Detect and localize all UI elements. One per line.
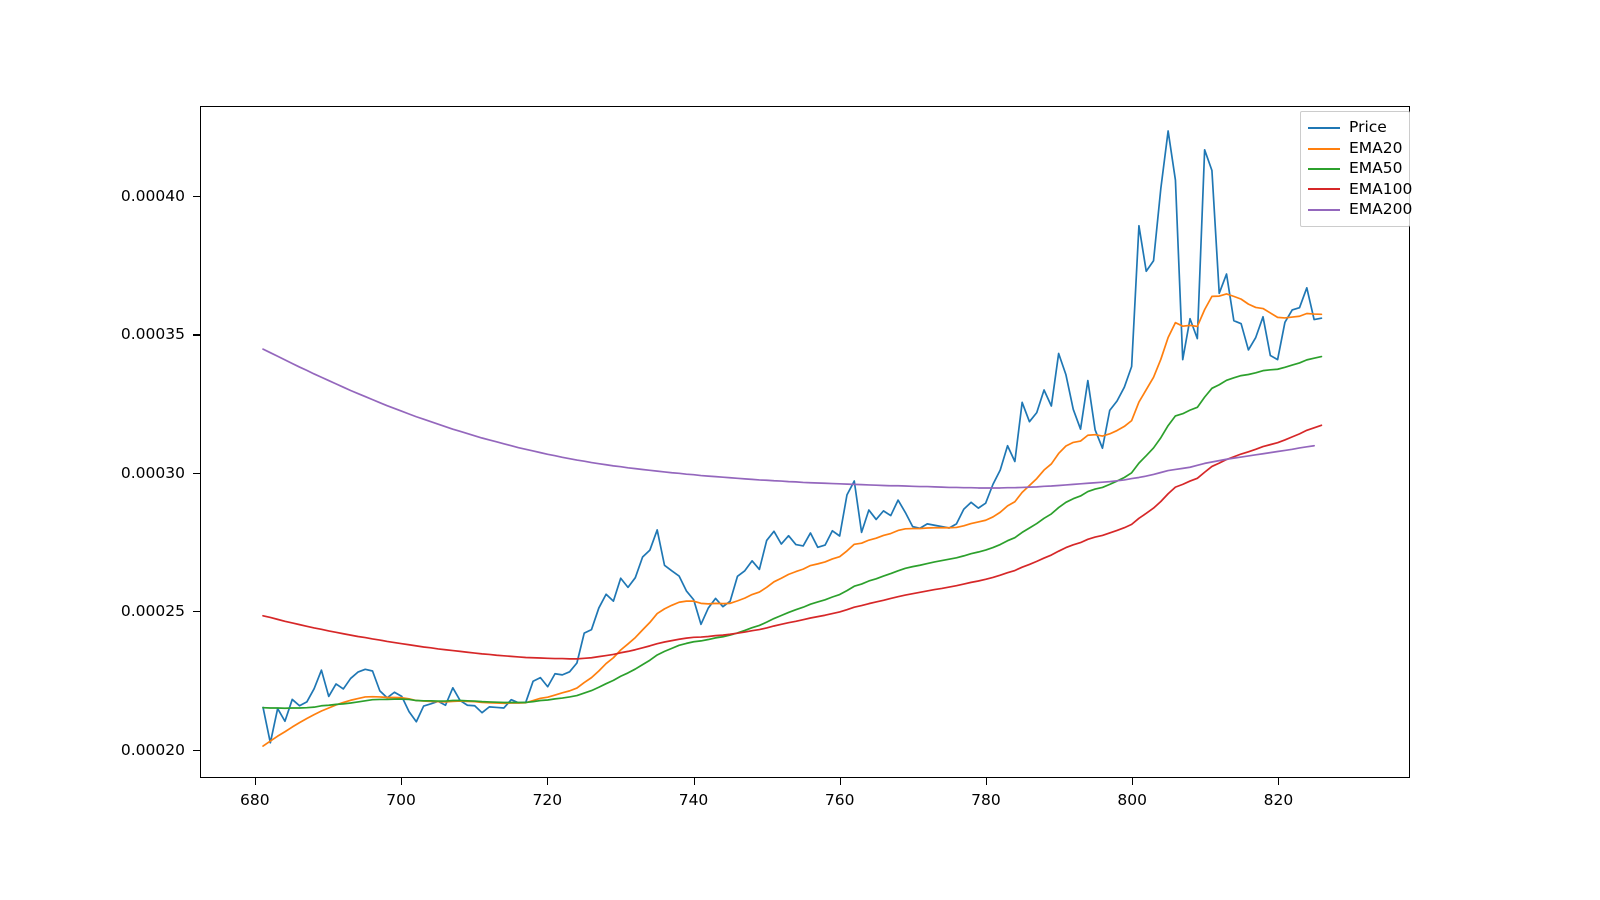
series-line-ema50 [263,357,1321,709]
legend-label: EMA100 [1349,179,1413,198]
x-tick-mark [254,778,256,785]
legend-entry-price: Price [1308,118,1401,138]
chart-lines-svg [201,107,1409,777]
x-tick-mark [1278,778,1280,785]
x-tick-mark [547,778,549,785]
x-tick-label: 700 [386,791,416,809]
legend-swatch-ema50 [1308,167,1340,170]
y-tick-label: 0.00030 [120,463,185,482]
legend-swatch-ema200 [1308,208,1340,211]
series-line-price [263,131,1321,743]
x-tick-mark [1132,778,1134,785]
x-tick-mark [693,778,695,785]
y-tick-label: 0.00035 [120,325,185,344]
legend-swatch-price [1308,127,1340,130]
legend-entry-ema100: EMA100 [1308,179,1412,199]
y-tick-label: 0.00025 [120,602,185,621]
x-tick-mark [401,778,403,785]
x-tick-mark [839,778,841,785]
x-tick-label: 680 [240,791,270,809]
legend-entry-ema50: EMA50 [1308,159,1403,179]
legend-label: EMA50 [1349,159,1403,178]
x-tick-label: 720 [532,791,563,809]
series-line-ema20 [263,294,1321,746]
y-tick-label: 0.00040 [120,186,185,205]
y-tick-label: 0.00020 [120,740,185,759]
legend-entry-ema200: EMA200 [1308,200,1412,220]
legend-label: EMA20 [1349,138,1403,157]
x-tick-label: 780 [971,791,1001,809]
y-tick-mark [193,472,200,474]
legend-label: EMA200 [1349,200,1413,218]
y-tick-mark [193,611,200,613]
chart-legend: Price EMA20 EMA50 EMA100 EMA200 [1300,111,1412,227]
x-tick-label: 740 [678,791,709,809]
x-tick-label: 800 [1117,791,1147,809]
y-tick-mark [193,334,200,336]
legend-label: Price [1349,118,1387,137]
series-line-ema200 [263,349,1314,488]
x-tick-label: 820 [1263,791,1294,809]
y-tick-mark [193,749,200,751]
y-tick-mark [193,195,200,198]
legend-entry-ema20: EMA20 [1308,138,1403,158]
legend-swatch-ema20 [1308,147,1340,150]
x-tick-label: 760 [824,791,855,809]
series-line-ema100 [263,425,1321,659]
plot-axes-area [200,106,1410,778]
legend-swatch-ema100 [1308,188,1340,191]
x-tick-mark [985,778,988,785]
